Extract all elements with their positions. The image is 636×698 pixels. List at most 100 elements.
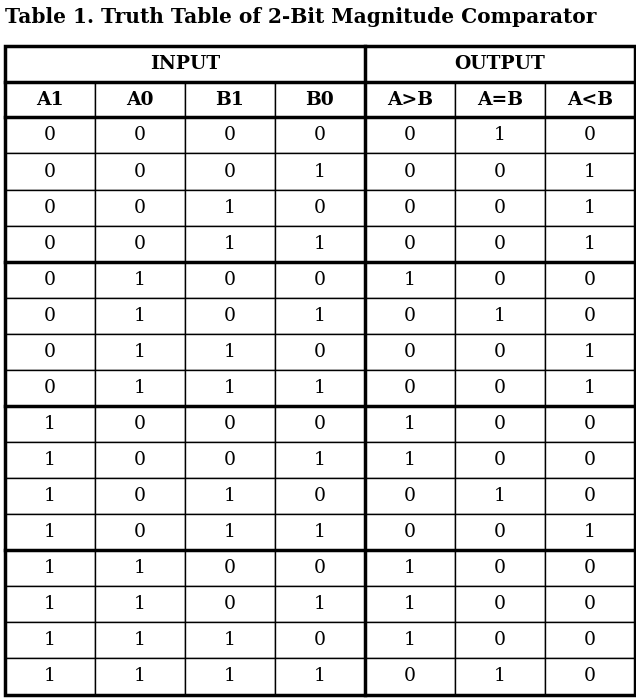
Bar	[275, 442, 365, 478]
Bar	[545, 117, 635, 154]
Bar	[365, 82, 455, 117]
Text: 0: 0	[404, 163, 416, 181]
Text: 1: 1	[584, 379, 596, 397]
Text: 0: 0	[44, 379, 56, 397]
Text: 0: 0	[224, 163, 236, 181]
Bar	[5, 154, 95, 190]
Bar	[5, 117, 95, 154]
Text: 0: 0	[314, 126, 326, 144]
Bar	[185, 586, 275, 623]
Text: 1: 1	[404, 632, 416, 649]
Bar	[365, 514, 455, 550]
Bar	[545, 82, 635, 117]
Text: 0: 0	[134, 126, 146, 144]
Text: 0: 0	[134, 235, 146, 253]
Text: 0: 0	[314, 271, 326, 289]
Bar	[185, 442, 275, 478]
Text: 1: 1	[224, 198, 236, 216]
Bar	[455, 406, 545, 442]
Bar	[365, 298, 455, 334]
Bar	[95, 406, 185, 442]
Bar	[545, 658, 635, 695]
Text: 0: 0	[584, 559, 596, 577]
Bar	[95, 370, 185, 406]
Bar	[365, 623, 455, 658]
Text: 1: 1	[134, 343, 146, 361]
Text: 0: 0	[404, 667, 416, 685]
Bar	[455, 514, 545, 550]
Text: 0: 0	[44, 163, 56, 181]
Bar	[545, 406, 635, 442]
Text: 0: 0	[494, 632, 506, 649]
Text: 0: 0	[224, 126, 236, 144]
Bar	[5, 370, 95, 406]
Text: 0: 0	[44, 126, 56, 144]
Text: 0: 0	[494, 415, 506, 433]
Text: 1: 1	[224, 235, 236, 253]
Text: 1: 1	[224, 667, 236, 685]
Text: 1: 1	[584, 343, 596, 361]
Text: Table 1. Truth Table of 2-Bit Magnitude Comparator: Table 1. Truth Table of 2-Bit Magnitude …	[5, 8, 597, 27]
Text: 0: 0	[314, 487, 326, 505]
Bar	[545, 154, 635, 190]
Text: 0: 0	[44, 198, 56, 216]
Text: 1: 1	[134, 667, 146, 685]
Bar	[545, 298, 635, 334]
Text: 0: 0	[584, 595, 596, 614]
Text: 0: 0	[404, 379, 416, 397]
Bar	[365, 370, 455, 406]
Bar	[5, 586, 95, 623]
Bar	[5, 658, 95, 695]
Text: 0: 0	[134, 163, 146, 181]
Text: 0: 0	[494, 451, 506, 469]
Text: 0: 0	[314, 343, 326, 361]
Text: 1: 1	[314, 379, 326, 397]
Text: 0: 0	[584, 487, 596, 505]
Text: 1: 1	[494, 307, 506, 325]
Bar	[545, 334, 635, 370]
Bar	[185, 298, 275, 334]
Bar	[545, 478, 635, 514]
Bar	[455, 82, 545, 117]
Text: A0: A0	[127, 91, 154, 109]
Text: 0: 0	[224, 451, 236, 469]
Text: INPUT: INPUT	[150, 55, 220, 73]
Text: 1: 1	[44, 559, 56, 577]
Text: 1: 1	[404, 271, 416, 289]
Bar	[365, 154, 455, 190]
Text: 1: 1	[584, 524, 596, 541]
Text: 1: 1	[314, 595, 326, 614]
Bar	[95, 623, 185, 658]
Text: 1: 1	[314, 163, 326, 181]
Bar	[545, 225, 635, 262]
Bar	[185, 334, 275, 370]
Text: 1: 1	[134, 559, 146, 577]
Bar	[5, 334, 95, 370]
Bar	[95, 586, 185, 623]
Text: 1: 1	[44, 415, 56, 433]
Text: A<B: A<B	[567, 91, 612, 109]
Text: 0: 0	[494, 524, 506, 541]
Bar	[365, 117, 455, 154]
Text: 0: 0	[404, 198, 416, 216]
Text: 1: 1	[134, 379, 146, 397]
Bar	[365, 46, 635, 82]
Bar	[455, 334, 545, 370]
Bar	[365, 262, 455, 298]
Text: 0: 0	[494, 343, 506, 361]
Bar	[5, 46, 365, 82]
Text: 0: 0	[584, 307, 596, 325]
Bar	[455, 154, 545, 190]
Bar	[95, 190, 185, 225]
Bar	[185, 658, 275, 695]
Bar	[455, 298, 545, 334]
Bar	[455, 370, 545, 406]
Text: 0: 0	[314, 415, 326, 433]
Text: 0: 0	[134, 415, 146, 433]
Text: 1: 1	[224, 524, 236, 541]
Text: 1: 1	[224, 487, 236, 505]
Text: 0: 0	[314, 198, 326, 216]
Text: 1: 1	[224, 379, 236, 397]
Bar	[185, 406, 275, 442]
Text: 0: 0	[584, 126, 596, 144]
